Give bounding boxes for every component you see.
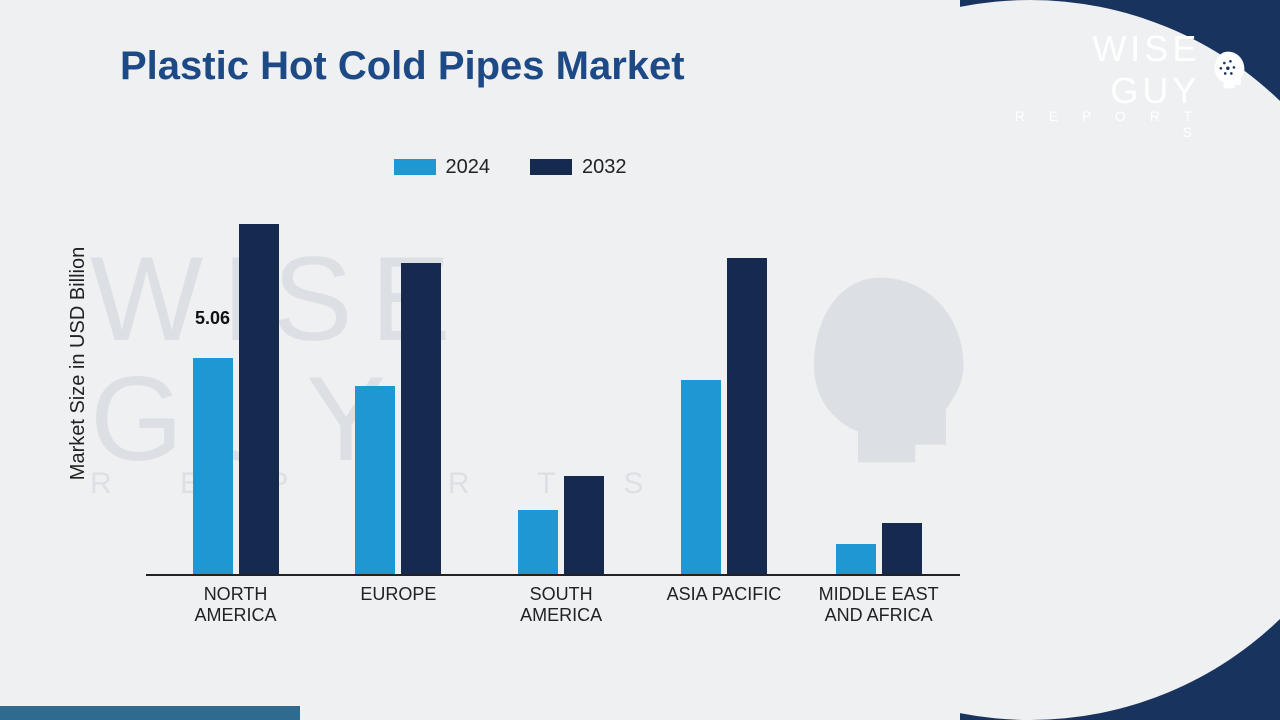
bar-south-america-2032: [564, 476, 604, 574]
bar-europe-2032: [401, 263, 441, 574]
category-label: EUROPE: [328, 584, 468, 605]
legend-item-2032: 2032: [530, 156, 627, 179]
legend-label-2024: 2024: [446, 156, 491, 179]
legend-swatch-2024: [394, 159, 436, 175]
bar-value-annotation: 5.06: [195, 308, 230, 333]
plot-region: 5.06: [146, 190, 960, 576]
category-label: MIDDLE EAST AND AFRICA: [809, 584, 949, 625]
bar-middle-east-and-africa-2032: [882, 523, 922, 574]
chart-title: Plastic Hot Cold Pipes Market: [120, 44, 685, 89]
category-label: ASIA PACIFIC: [654, 584, 794, 605]
bar-europe-2024: [355, 386, 395, 574]
bar-north-america-2032: [239, 224, 279, 574]
y-axis-label: Market Size in USD Billion: [60, 150, 98, 576]
brand-line1-text: WISE GUY: [990, 28, 1200, 112]
legend-item-2024: 2024: [394, 156, 491, 179]
bar-middle-east-and-africa-2024: [836, 544, 876, 574]
footer-accent-stripe: [0, 706, 300, 720]
category-label: NORTH AMERICA: [166, 584, 306, 625]
bar-south-america-2024: [518, 510, 558, 574]
bar-asia-pacific-2024: [681, 380, 721, 574]
brand-head-icon: [1206, 48, 1250, 92]
chart-canvas: WISE GUY R E P O R T S Plastic Hot Cold …: [0, 0, 1280, 720]
x-axis-labels: NORTH AMERICA EUROPE SOUTH AMERICA ASIA PAC…: [146, 580, 960, 670]
category-label: SOUTH AMERICA: [491, 584, 631, 625]
legend-label-2032: 2032: [582, 156, 627, 179]
bar-asia-pacific-2032: [727, 258, 767, 574]
chart-area: Market Size in USD Billion 2024 2032 5.0…: [60, 150, 960, 670]
legend: 2024 2032: [60, 150, 960, 184]
legend-swatch-2032: [530, 159, 572, 175]
brand-line2-text: R E P O R T S: [990, 108, 1250, 140]
y-axis-label-text: Market Size in USD Billion: [68, 246, 91, 479]
brand-logo: WISE GUY R E P O R T S: [990, 28, 1250, 140]
bar-north-america-2024: [193, 358, 233, 574]
